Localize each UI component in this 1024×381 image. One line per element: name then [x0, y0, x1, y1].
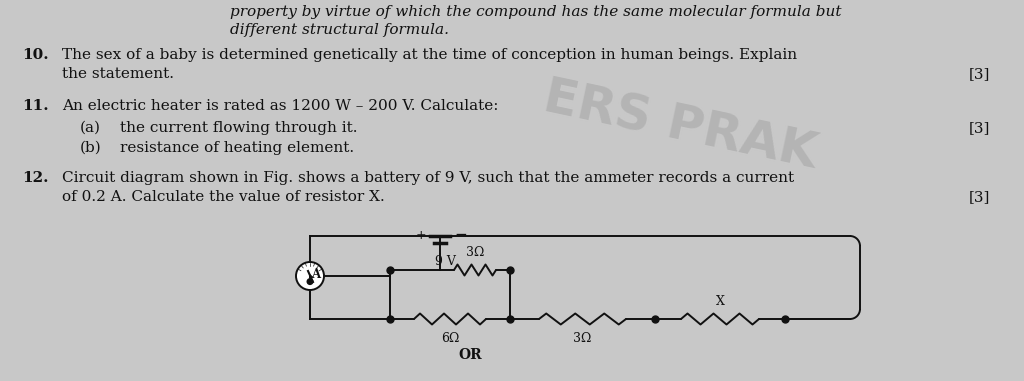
Text: An electric heater is rated as 1200 W – 200 V. Calculate:: An electric heater is rated as 1200 W – … — [62, 99, 499, 113]
Text: −: − — [454, 228, 467, 242]
Text: the current flowing through it.: the current flowing through it. — [120, 121, 357, 135]
Text: of 0.2 A. Calculate the value of resistor X.: of 0.2 A. Calculate the value of resisto… — [62, 190, 385, 204]
Circle shape — [306, 278, 313, 285]
Text: +: + — [416, 229, 426, 242]
Text: property by virtue of which the compound has the same molecular formula but: property by virtue of which the compound… — [230, 5, 842, 19]
Text: [3]: [3] — [969, 67, 990, 81]
Text: 3Ω: 3Ω — [466, 246, 484, 259]
Text: (a): (a) — [80, 121, 101, 135]
Text: X: X — [716, 295, 724, 308]
Text: OR: OR — [458, 348, 482, 362]
Text: 9 V: 9 V — [434, 255, 456, 268]
Text: 6Ω: 6Ω — [440, 332, 459, 345]
Text: [3]: [3] — [969, 121, 990, 135]
Text: ERS PRAK: ERS PRAK — [539, 74, 821, 178]
Text: [3]: [3] — [969, 190, 990, 204]
Text: The sex of a baby is determined genetically at the time of conception in human b: The sex of a baby is determined genetica… — [62, 48, 797, 62]
Text: different structural formula.: different structural formula. — [230, 23, 449, 37]
Text: 3Ω: 3Ω — [573, 332, 592, 345]
Text: Circuit diagram shown in Fig. shows a battery of 9 V, such that the ammeter reco: Circuit diagram shown in Fig. shows a ba… — [62, 171, 795, 185]
Text: (b): (b) — [80, 141, 101, 155]
Text: 12.: 12. — [22, 171, 48, 185]
Text: 10.: 10. — [22, 48, 48, 62]
Text: resistance of heating element.: resistance of heating element. — [120, 141, 354, 155]
Circle shape — [296, 262, 324, 290]
Text: the statement.: the statement. — [62, 67, 174, 81]
Text: A: A — [311, 269, 321, 282]
Text: 11.: 11. — [22, 99, 48, 113]
